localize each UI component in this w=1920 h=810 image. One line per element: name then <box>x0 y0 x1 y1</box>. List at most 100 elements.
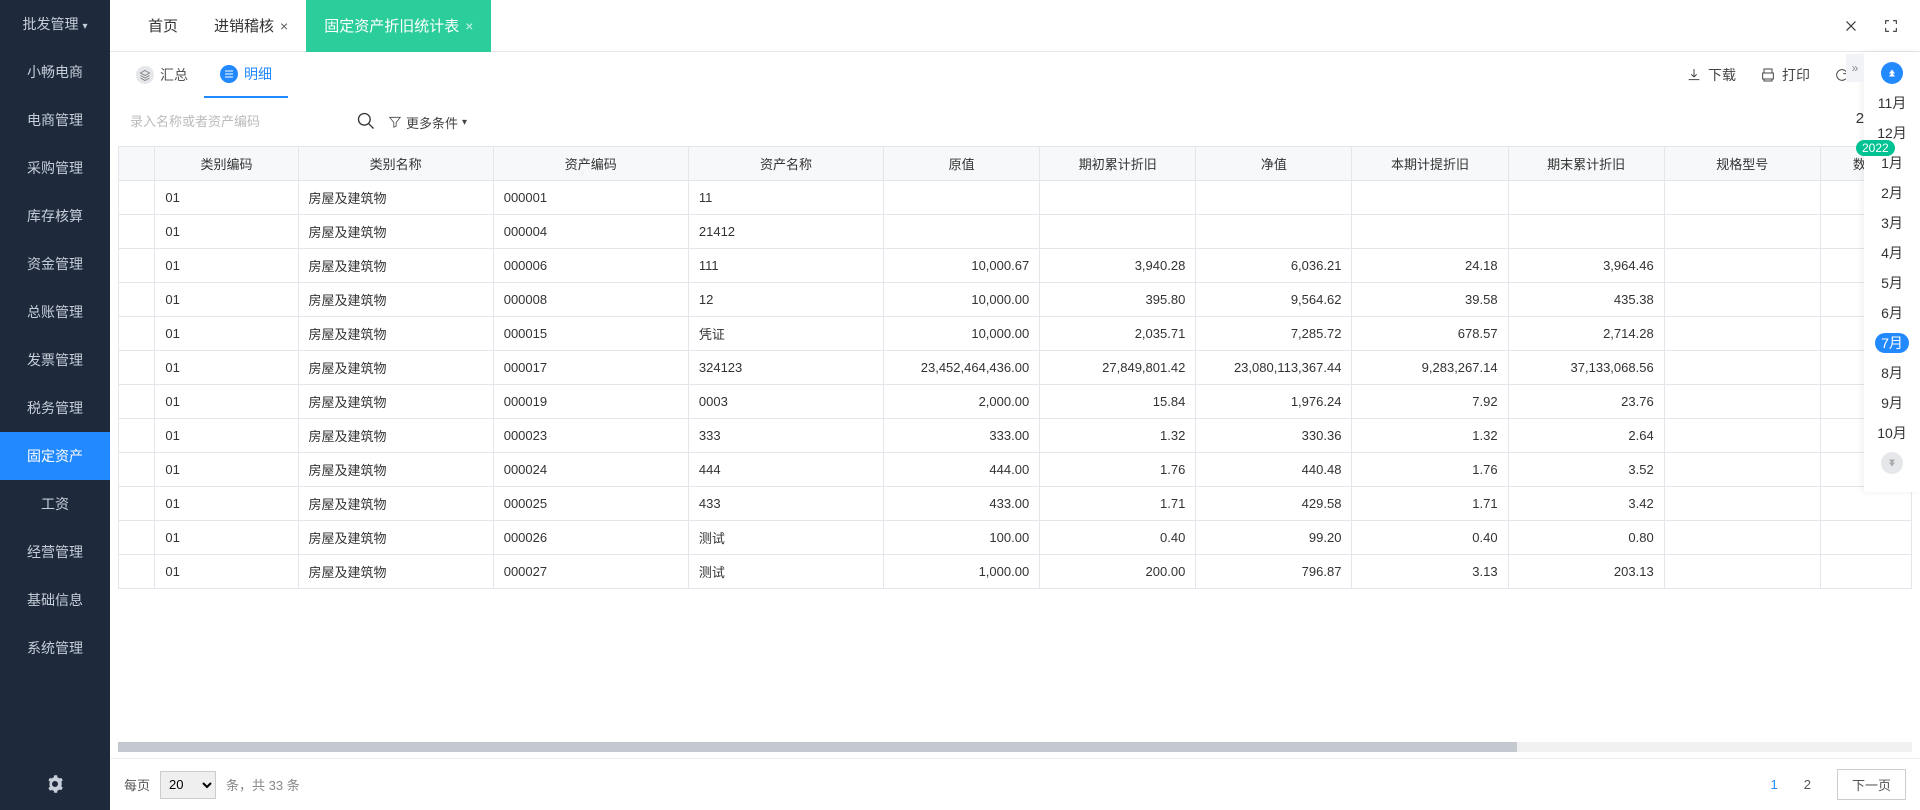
row-selector[interactable] <box>119 215 155 249</box>
tab-close-icon[interactable]: × <box>465 18 473 34</box>
row-selector[interactable] <box>119 283 155 317</box>
cell: 0.40 <box>1352 521 1508 555</box>
sidebar-item[interactable]: 总账管理 <box>0 288 110 336</box>
row-selector[interactable] <box>119 317 155 351</box>
cell: 01 <box>155 283 298 317</box>
table-row[interactable]: 01房屋及建筑物0000081210,000.00395.809,564.623… <box>119 283 1912 317</box>
print-button[interactable]: 打印 <box>1760 65 1810 85</box>
period-up-button[interactable] <box>1881 62 1903 84</box>
period-month[interactable]: 8月 <box>1864 358 1920 388</box>
tab-close-icon[interactable]: × <box>280 18 288 34</box>
column-header[interactable]: 资产名称 <box>688 147 883 181</box>
table-row[interactable]: 01房屋及建筑物000015凭证10,000.002,035.717,285.7… <box>119 317 1912 351</box>
cell: 01 <box>155 555 298 589</box>
column-header[interactable]: 类别名称 <box>298 147 493 181</box>
column-header[interactable]: 期初累计折旧 <box>1040 147 1196 181</box>
table-row[interactable]: 01房屋及建筑物00000421412 <box>119 215 1912 249</box>
cell: 测试 <box>688 555 883 589</box>
sidebar-item[interactable]: 小畅电商 <box>0 48 110 96</box>
sidebar-item[interactable]: 固定资产 <box>0 432 110 480</box>
table-row[interactable]: 01房屋及建筑物000023333333.001.32330.361.322.6… <box>119 419 1912 453</box>
cell: 房屋及建筑物 <box>298 283 493 317</box>
sidebar-item[interactable]: 基础信息 <box>0 576 110 624</box>
row-selector[interactable] <box>119 351 155 385</box>
sidebar-item[interactable]: 发票管理 <box>0 336 110 384</box>
close-icon[interactable] <box>1840 15 1862 37</box>
period-down-button[interactable] <box>1881 452 1903 474</box>
page-number[interactable]: 2 <box>1804 777 1811 792</box>
per-page-select[interactable]: 20 <box>160 771 216 799</box>
period-month[interactable]: 10月 <box>1864 418 1920 448</box>
row-selector[interactable] <box>119 555 155 589</box>
column-header[interactable]: 类别编码 <box>155 147 298 181</box>
table-row[interactable]: 01房屋及建筑物000026测试100.000.4099.200.400.80 <box>119 521 1912 555</box>
table-row[interactable]: 01房屋及建筑物00000611110,000.673,940.286,036.… <box>119 249 1912 283</box>
cell <box>1352 215 1508 249</box>
more-conditions-button[interactable]: 更多条件 ▾ <box>388 113 467 132</box>
period-month[interactable]: 4月 <box>1864 238 1920 268</box>
table-row[interactable]: 01房屋及建筑物00000111 <box>119 181 1912 215</box>
subtab-detail[interactable]: 明细 <box>204 52 288 98</box>
period-month[interactable]: 5月 <box>1864 268 1920 298</box>
search-icon[interactable] <box>356 111 376 134</box>
sidebar-item[interactable]: 工资 <box>0 480 110 528</box>
cell <box>1664 521 1820 555</box>
sidebar-item[interactable]: 系统管理 <box>0 624 110 672</box>
cell: 3,964.46 <box>1508 249 1664 283</box>
cell: 000001 <box>493 181 688 215</box>
column-header[interactable]: 本期计提折旧 <box>1352 147 1508 181</box>
row-selector[interactable] <box>119 249 155 283</box>
chevron-down-icon: ▾ <box>462 117 467 128</box>
sidebar-item[interactable]: 资金管理 <box>0 240 110 288</box>
column-header[interactable]: 规格型号 <box>1664 147 1820 181</box>
cell <box>1664 555 1820 589</box>
cell <box>1508 181 1664 215</box>
next-page-button[interactable]: 下一页 <box>1837 769 1906 800</box>
tab[interactable]: 首页 <box>130 0 196 52</box>
row-selector[interactable] <box>119 181 155 215</box>
fullscreen-icon[interactable] <box>1880 15 1902 37</box>
period-month[interactable]: 3月 <box>1864 208 1920 238</box>
download-button[interactable]: 下载 <box>1686 65 1736 85</box>
settings-button[interactable] <box>0 761 110 810</box>
row-selector[interactable] <box>119 385 155 419</box>
search-input[interactable] <box>124 106 344 138</box>
row-selector[interactable] <box>119 487 155 521</box>
cell: 395.80 <box>1040 283 1196 317</box>
period-month[interactable]: 11月 <box>1877 88 1907 118</box>
table-row[interactable]: 01房屋及建筑物00001900032,000.0015.841,976.247… <box>119 385 1912 419</box>
table-row[interactable]: 01房屋及建筑物000025433433.001.71429.581.713.4… <box>119 487 1912 521</box>
cell <box>1664 181 1820 215</box>
cell: 3.42 <box>1508 487 1664 521</box>
cell <box>1040 215 1196 249</box>
cell: 01 <box>155 215 298 249</box>
row-selector[interactable] <box>119 521 155 555</box>
period-month[interactable]: 2月 <box>1864 178 1920 208</box>
cell: 429.58 <box>1196 487 1352 521</box>
row-selector[interactable] <box>119 419 155 453</box>
tab[interactable]: 进销稽核× <box>196 0 306 52</box>
table-row[interactable]: 01房屋及建筑物000027测试1,000.00200.00796.873.13… <box>119 555 1912 589</box>
period-month[interactable]: 9月 <box>1864 388 1920 418</box>
sidebar-item[interactable]: 采购管理 <box>0 144 110 192</box>
sidebar-item[interactable]: 经营管理 <box>0 528 110 576</box>
cell: 24.18 <box>1352 249 1508 283</box>
column-header[interactable]: 期末累计折旧 <box>1508 147 1664 181</box>
tab[interactable]: 固定资产折旧统计表× <box>306 0 491 52</box>
collapse-period-button[interactable]: » <box>1846 54 1864 82</box>
subtab-summary[interactable]: 汇总 <box>120 52 204 98</box>
sidebar-item[interactable]: 税务管理 <box>0 384 110 432</box>
row-selector[interactable] <box>119 453 155 487</box>
table-row[interactable]: 01房屋及建筑物00001732412323,452,464,436.0027,… <box>119 351 1912 385</box>
page-number[interactable]: 1 <box>1771 777 1778 792</box>
sidebar-item[interactable]: 批发管理▾ <box>0 0 110 48</box>
column-header[interactable]: 原值 <box>884 147 1040 181</box>
column-header[interactable]: 净值 <box>1196 147 1352 181</box>
sidebar-item[interactable]: 电商管理 <box>0 96 110 144</box>
period-month[interactable]: 7月 <box>1864 328 1920 358</box>
table-row[interactable]: 01房屋及建筑物000024444444.001.76440.481.763.5… <box>119 453 1912 487</box>
sidebar-item[interactable]: 库存核算 <box>0 192 110 240</box>
column-header[interactable]: 资产编码 <box>493 147 688 181</box>
horizontal-scrollbar[interactable] <box>118 742 1912 752</box>
period-month[interactable]: 6月 <box>1864 298 1920 328</box>
